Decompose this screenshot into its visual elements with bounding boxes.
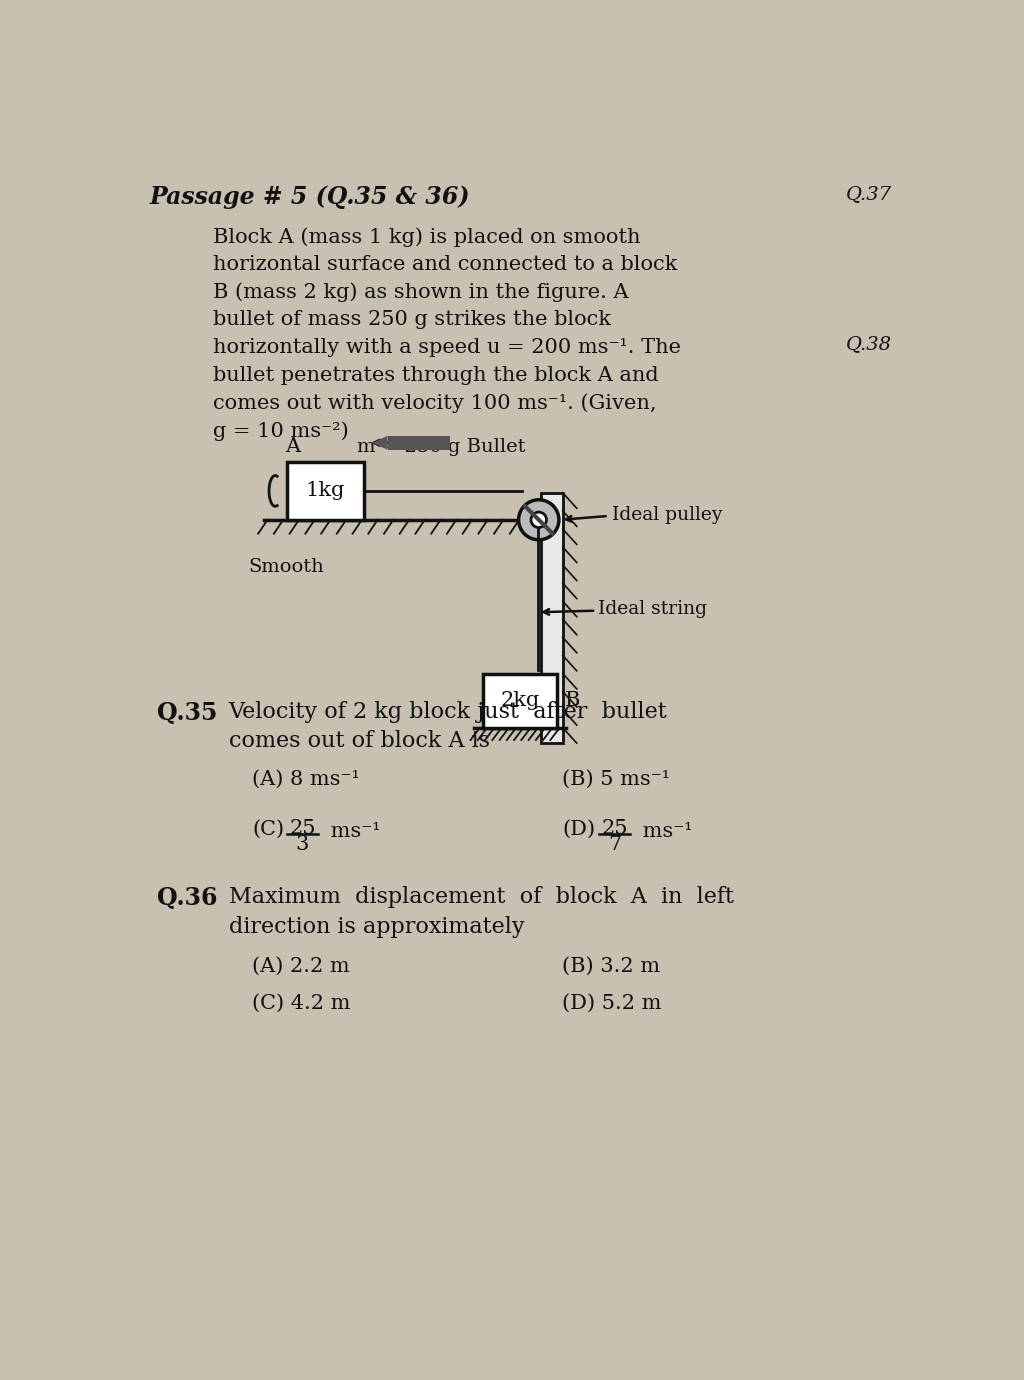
Text: m = 250 g Bullet: m = 250 g Bullet: [356, 437, 525, 455]
Text: A: A: [286, 437, 301, 455]
Text: Ideal pulley: Ideal pulley: [612, 506, 723, 524]
Text: Maximum  displacement  of  block  A  in  left: Maximum displacement of block A in left: [228, 886, 734, 908]
Text: ms⁻¹: ms⁻¹: [324, 821, 381, 840]
Text: horizontal surface and connected to a block: horizontal surface and connected to a bl…: [213, 255, 678, 273]
Text: Block A (mass 1 kg) is placed on smooth: Block A (mass 1 kg) is placed on smooth: [213, 228, 641, 247]
Text: g = 10 ms⁻²): g = 10 ms⁻²): [213, 421, 349, 442]
Text: horizontally with a speed u = 200 ms⁻¹. The: horizontally with a speed u = 200 ms⁻¹. …: [213, 338, 681, 357]
Text: B (mass 2 kg) as shown in the figure. A: B (mass 2 kg) as shown in the figure. A: [213, 283, 629, 302]
Text: comes out of block A is: comes out of block A is: [228, 730, 489, 752]
Bar: [483, 673, 557, 727]
Text: B: B: [564, 691, 580, 711]
Text: Q.36: Q.36: [158, 886, 218, 909]
Text: (D): (D): [562, 820, 595, 839]
Text: Passage # 5 (Q.35 & 36): Passage # 5 (Q.35 & 36): [150, 185, 470, 208]
Bar: [541, 493, 563, 742]
Text: Q.35: Q.35: [158, 701, 218, 724]
Text: 2kg: 2kg: [500, 691, 540, 711]
Text: (A) 8 ms⁻¹: (A) 8 ms⁻¹: [252, 770, 359, 789]
Bar: [388, 436, 450, 450]
Text: comes out with velocity 100 ms⁻¹. (Given,: comes out with velocity 100 ms⁻¹. (Given…: [213, 393, 656, 413]
Text: bullet of mass 250 g strikes the block: bullet of mass 250 g strikes the block: [213, 310, 611, 330]
Circle shape: [518, 500, 559, 540]
Text: Q.37: Q.37: [846, 185, 891, 203]
Polygon shape: [372, 436, 388, 450]
Bar: [287, 462, 365, 520]
Text: Q.38: Q.38: [846, 335, 891, 353]
Text: (D) 5.2 m: (D) 5.2 m: [562, 994, 662, 1013]
Text: Smooth: Smooth: [248, 559, 324, 577]
Text: direction is approximately: direction is approximately: [228, 916, 524, 938]
Text: 3: 3: [296, 835, 309, 854]
Text: (C) 4.2 m: (C) 4.2 m: [252, 994, 350, 1013]
Text: bullet penetrates through the block A and: bullet penetrates through the block A an…: [213, 366, 658, 385]
Text: (B) 5 ms⁻¹: (B) 5 ms⁻¹: [562, 770, 670, 789]
Text: (A) 2.2 m: (A) 2.2 m: [252, 956, 350, 976]
Text: 25: 25: [289, 818, 315, 838]
Text: Velocity of 2 kg block just  after  bullet: Velocity of 2 kg block just after bullet: [228, 701, 668, 723]
Text: (C): (C): [252, 820, 284, 839]
Text: 25: 25: [601, 818, 628, 838]
Text: 1kg: 1kg: [306, 482, 345, 501]
Text: ms⁻¹: ms⁻¹: [636, 821, 693, 840]
Text: (B) 3.2 m: (B) 3.2 m: [562, 956, 660, 976]
Circle shape: [531, 512, 547, 527]
Text: 7: 7: [608, 835, 622, 854]
Text: Ideal string: Ideal string: [598, 600, 708, 618]
